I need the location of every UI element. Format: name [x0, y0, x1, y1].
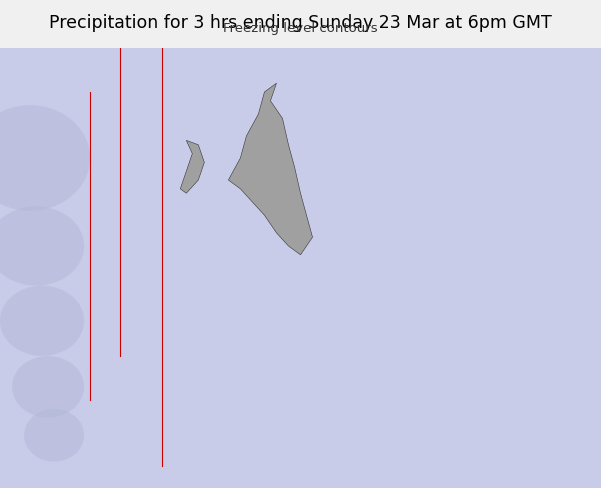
Polygon shape — [180, 141, 204, 193]
Polygon shape — [228, 83, 313, 255]
Text: Precipitation for 3 hrs ending Sunday 23 Mar at 6pm GMT: Precipitation for 3 hrs ending Sunday 23… — [49, 15, 552, 32]
Ellipse shape — [12, 356, 84, 418]
Ellipse shape — [0, 206, 84, 285]
Ellipse shape — [0, 285, 84, 356]
Ellipse shape — [24, 409, 84, 462]
Text: Freezing level contours: Freezing level contours — [223, 21, 378, 35]
Ellipse shape — [0, 105, 90, 211]
